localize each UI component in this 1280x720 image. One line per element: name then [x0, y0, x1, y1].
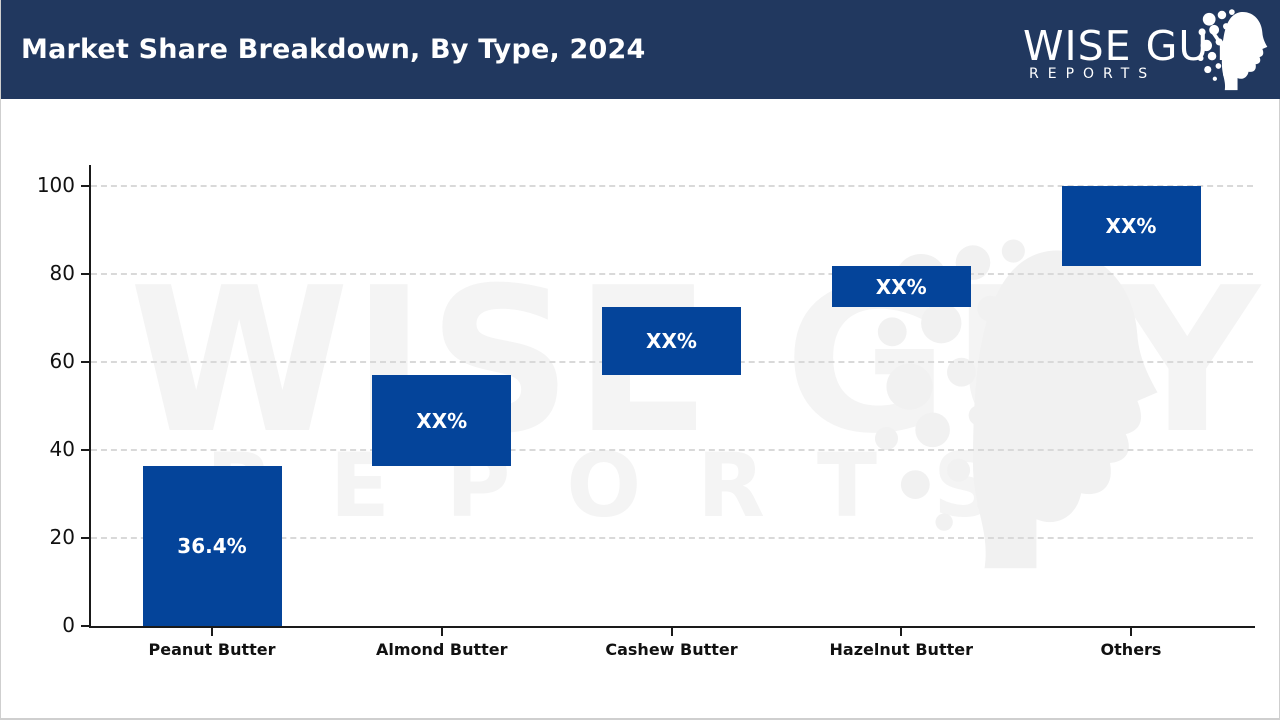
x-axis-line: [89, 626, 1255, 628]
y-tick-60: [81, 361, 89, 363]
y-axis-line: [89, 165, 91, 628]
gridline-100: [91, 185, 1253, 187]
watermark-subtitle: REPORTS: [206, 434, 1053, 537]
y-tick-label-80: 80: [49, 261, 75, 285]
x-label-peanut-butter: Peanut Butter: [148, 640, 276, 659]
y-tick-40: [81, 449, 89, 451]
gridline-20: [91, 537, 1253, 539]
y-tick-label-0: 0: [62, 613, 75, 637]
x-tick-others: [1130, 628, 1132, 636]
x-label-almond-butter: Almond Butter: [375, 640, 508, 659]
chart-title: Market Share Breakdown, By Type, 2024: [21, 34, 646, 65]
bar-cashew-butter: XX%: [602, 307, 741, 376]
bar-value-label: XX%: [1105, 214, 1157, 239]
y-tick-0: [81, 625, 89, 627]
bar-value-label: XX%: [416, 408, 468, 433]
bar-hazelnut-butter: XX%: [831, 266, 971, 307]
x-tick-almond-butter: [440, 628, 443, 636]
bar-value-label: XX%: [875, 274, 927, 299]
y-tick-label-40: 40: [49, 437, 75, 461]
x-tick-cashew-butter: [670, 628, 673, 636]
y-tick-label-60: 60: [49, 349, 75, 373]
y-tick-label-100: 100: [36, 173, 75, 197]
x-label-others: Others: [1100, 640, 1162, 659]
y-tick-20: [81, 537, 89, 539]
bar-peanut-butter: 36.4%: [142, 465, 282, 626]
x-label-hazelnut-butter: Hazelnut Butter: [829, 640, 973, 659]
y-tick-label-20: 20: [49, 525, 75, 549]
y-tick-100: [81, 185, 89, 187]
y-tick-80: [81, 273, 89, 275]
x-tick-hazelnut-butter: [900, 628, 903, 636]
logo-subtitle: REPORTS: [1029, 66, 1157, 82]
bar-almond-butter: XX%: [372, 375, 512, 466]
gridline-40: [91, 449, 1253, 451]
gridline-80: [91, 273, 1253, 275]
wise-guy-reports-logo: WISE GUY REPORTS: [1019, 0, 1269, 99]
dotted-head-icon: [1197, 9, 1268, 91]
bar-value-label: XX%: [646, 329, 697, 354]
x-tick-peanut-butter: [211, 628, 213, 636]
bar-value-label: 36.4%: [177, 533, 247, 558]
header-band: Market Share Breakdown, By Type, 2024 WI…: [1, 0, 1280, 99]
bar-others: XX%: [1061, 186, 1201, 267]
x-label-cashew-butter: Cashew Butter: [605, 640, 738, 659]
